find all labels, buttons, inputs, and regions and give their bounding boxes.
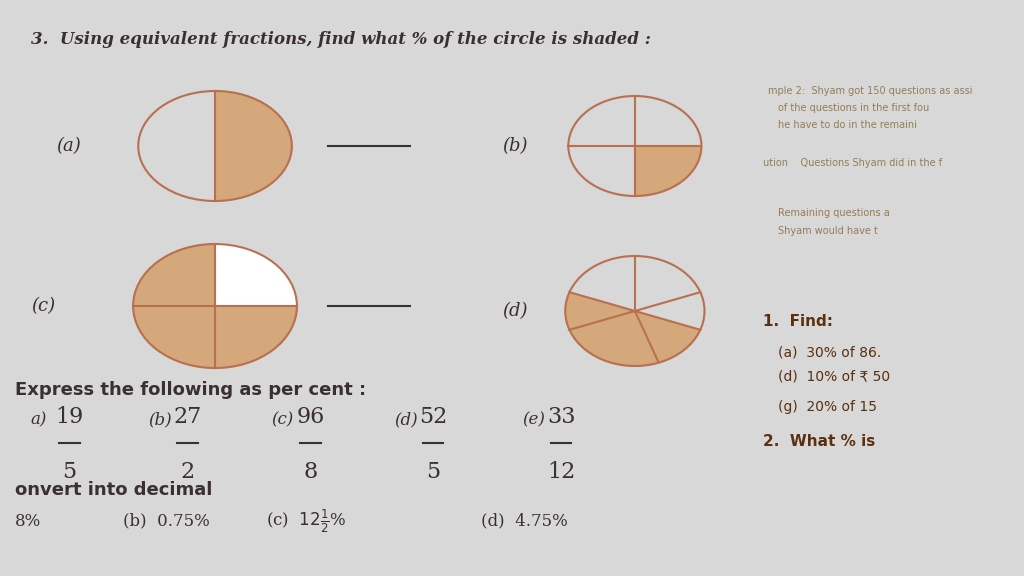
Text: (d)  4.75%: (d) 4.75% (481, 513, 568, 529)
Text: 8%: 8% (15, 513, 42, 529)
Text: Express the following as per cent :: Express the following as per cent : (15, 381, 367, 399)
Text: (g)  20% of 15: (g) 20% of 15 (778, 400, 877, 414)
Text: mple 2:  Shyam got 150 questions as assi: mple 2: Shyam got 150 questions as assi (768, 86, 973, 96)
Text: 12: 12 (547, 461, 575, 483)
Polygon shape (569, 311, 658, 366)
Text: (d): (d) (502, 302, 527, 320)
Text: 2: 2 (180, 461, 195, 483)
Text: 5: 5 (426, 461, 440, 483)
Polygon shape (133, 244, 297, 368)
Polygon shape (215, 91, 292, 201)
Text: (a)  30% of 86.: (a) 30% of 86. (778, 345, 882, 359)
Text: a): a) (31, 411, 47, 429)
Text: Remaining questions a: Remaining questions a (778, 208, 890, 218)
Text: (c): (c) (271, 411, 294, 429)
Text: (b): (b) (502, 137, 527, 155)
Polygon shape (635, 146, 701, 196)
Text: 96: 96 (296, 406, 325, 428)
Text: (d): (d) (394, 411, 418, 429)
Text: (b): (b) (148, 411, 172, 429)
Text: (d)  10% of ₹ 50: (d) 10% of ₹ 50 (778, 370, 890, 384)
Text: 3.  Using equivalent fractions, find what % of the circle is shaded :: 3. Using equivalent fractions, find what… (31, 31, 650, 48)
Polygon shape (635, 311, 700, 363)
Text: 33: 33 (547, 406, 575, 428)
Text: he have to do in the remaini: he have to do in the remaini (778, 120, 916, 130)
Text: 5: 5 (62, 461, 77, 483)
Text: 1.  Find:: 1. Find: (763, 314, 833, 329)
Text: onvert into decimal: onvert into decimal (15, 481, 213, 499)
Text: of the questions in the first fou: of the questions in the first fou (778, 103, 929, 113)
Text: 2.  What % is: 2. What % is (763, 434, 876, 449)
Text: 19: 19 (55, 406, 84, 428)
Text: 27: 27 (173, 406, 202, 428)
Text: (c)  $12\frac{1}{2}$%: (c) $12\frac{1}{2}$% (266, 507, 346, 535)
Polygon shape (215, 244, 297, 306)
Polygon shape (565, 292, 635, 330)
Text: 8: 8 (303, 461, 317, 483)
Text: (b)  0.75%: (b) 0.75% (123, 513, 210, 529)
Text: (c): (c) (31, 297, 55, 315)
Text: (e): (e) (522, 411, 545, 429)
Text: 52: 52 (419, 406, 447, 428)
Text: Shyam would have t: Shyam would have t (778, 226, 878, 236)
Text: (a): (a) (56, 137, 81, 155)
Text: ution    Questions Shyam did in the f: ution Questions Shyam did in the f (763, 158, 942, 168)
